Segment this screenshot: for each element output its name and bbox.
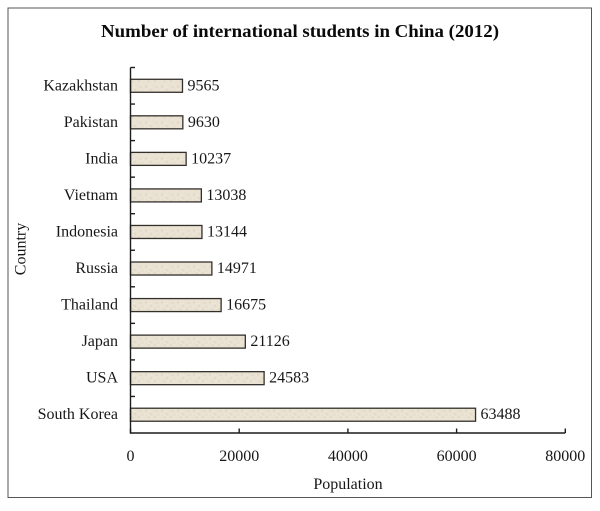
svg-text:0: 0 xyxy=(127,448,135,465)
svg-text:14971: 14971 xyxy=(217,260,257,277)
svg-text:India: India xyxy=(85,150,118,167)
svg-text:Japan: Japan xyxy=(82,333,118,350)
svg-text:13144: 13144 xyxy=(207,223,247,240)
svg-text:USA: USA xyxy=(86,370,118,387)
svg-text:Russia: Russia xyxy=(75,260,118,277)
svg-text:Number of international studen: Number of international students in Chin… xyxy=(101,21,499,42)
svg-text:9565: 9565 xyxy=(187,77,219,94)
svg-text:20000: 20000 xyxy=(219,448,259,465)
svg-text:Country: Country xyxy=(13,223,30,275)
svg-text:Vietnam: Vietnam xyxy=(64,187,119,204)
svg-text:South Korea: South Korea xyxy=(38,406,118,423)
svg-text:Pakistan: Pakistan xyxy=(64,114,118,131)
svg-text:21126: 21126 xyxy=(250,333,289,350)
svg-text:Kazakhstan: Kazakhstan xyxy=(43,77,118,94)
svg-text:10237: 10237 xyxy=(191,150,231,167)
svg-text:24583: 24583 xyxy=(269,370,309,387)
svg-text:16675: 16675 xyxy=(226,297,266,314)
svg-text:40000: 40000 xyxy=(328,448,368,465)
svg-text:63488: 63488 xyxy=(481,406,521,423)
svg-text:80000: 80000 xyxy=(545,448,585,465)
svg-text:Indonesia: Indonesia xyxy=(56,223,118,240)
svg-text:9630: 9630 xyxy=(188,114,220,131)
svg-text:Population: Population xyxy=(313,476,382,493)
svg-text:Thailand: Thailand xyxy=(61,297,118,314)
svg-text:60000: 60000 xyxy=(437,448,477,465)
svg-text:13038: 13038 xyxy=(206,187,246,204)
